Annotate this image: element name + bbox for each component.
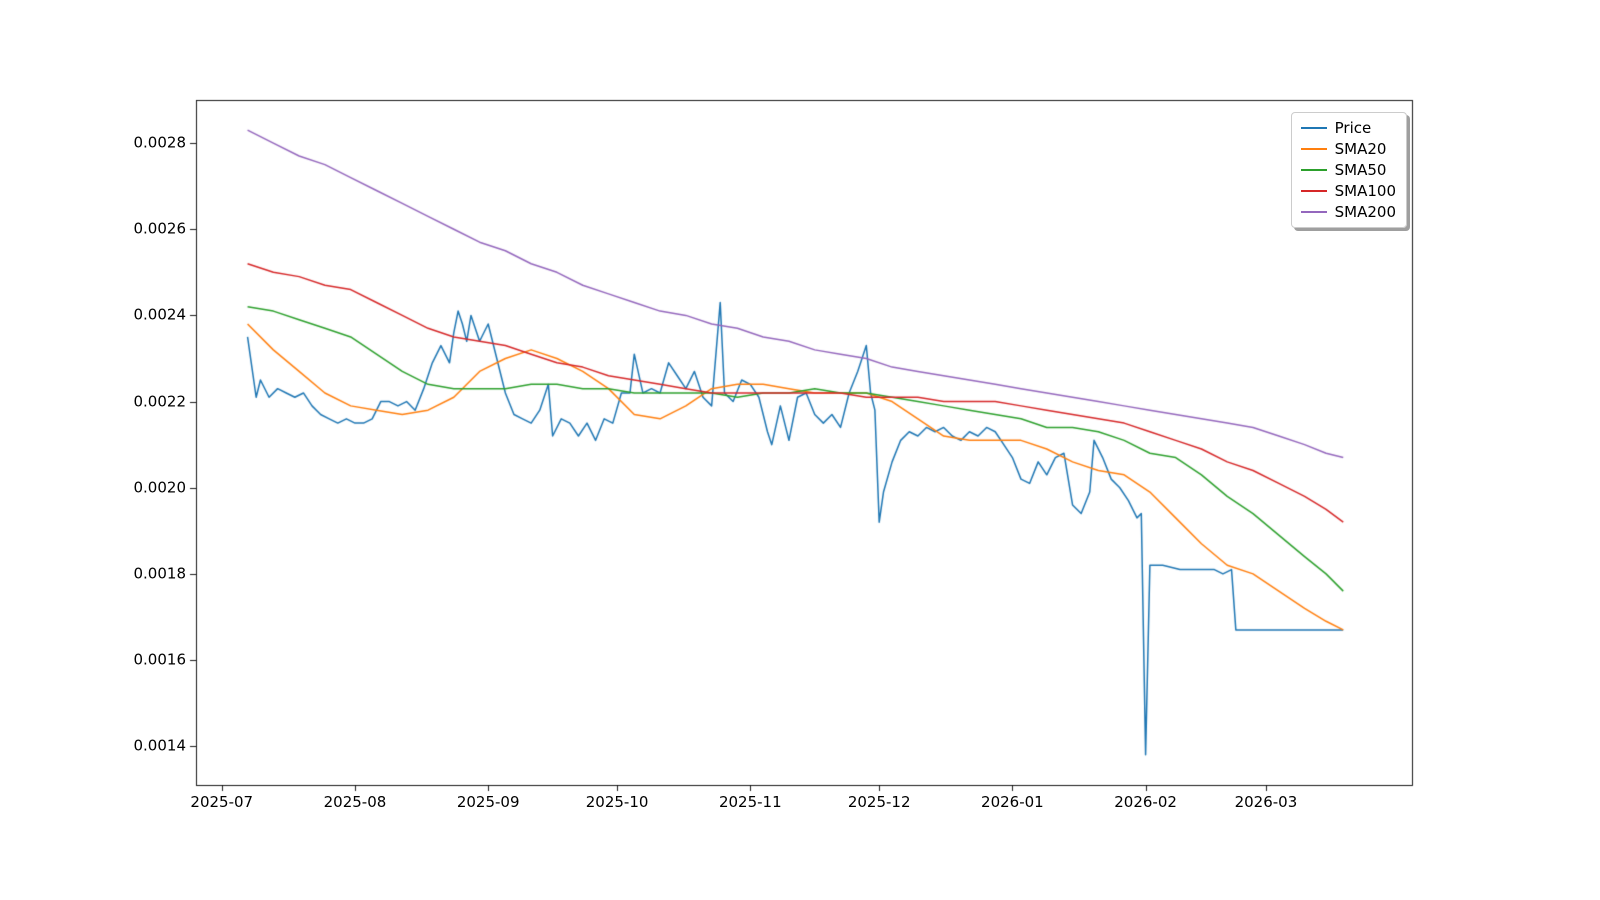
legend-item-sma20: SMA20: [1300, 139, 1396, 158]
y-tick-label: 0.0014: [133, 736, 187, 755]
legend-item-price: Price: [1300, 118, 1396, 137]
legend-label-sma200: SMA200: [1334, 202, 1396, 221]
y-tick-label: 0.0028: [133, 133, 187, 152]
x-tick-label: 2026-03: [1234, 793, 1298, 811]
x-tick-label: 2025-12: [847, 793, 911, 811]
legend-label-sma20: SMA20: [1334, 139, 1387, 158]
x-tick-label: 2025-11: [718, 793, 782, 811]
y-tick-label: 0.0026: [133, 219, 187, 238]
legend-line-sample-sma20: [1300, 148, 1327, 150]
legend-label-price: Price: [1334, 118, 1372, 137]
legend-item-sma200: SMA200: [1300, 202, 1396, 221]
legend-line-sample-price: [1300, 127, 1327, 129]
x-tick-label: 2026-02: [1114, 793, 1177, 811]
legend-item-sma50: SMA50: [1300, 160, 1396, 179]
legend-line-sample-sma200: [1300, 211, 1327, 213]
x-tick-label: 2025-07: [190, 793, 254, 811]
legend-line-sample-sma50: [1300, 169, 1327, 171]
x-tick-label: 2025-10: [585, 793, 649, 811]
y-tick-label: 0.0024: [133, 305, 187, 324]
legend-item-sma100: SMA100: [1300, 181, 1396, 200]
y-tick-label: 0.0020: [133, 478, 187, 497]
x-tick-label: 2026-01: [981, 793, 1044, 811]
legend-label-sma50: SMA50: [1334, 160, 1387, 179]
x-tick-label: 2025-09: [456, 793, 520, 811]
legend-line-sample-sma100: [1300, 190, 1327, 192]
x-tick-label: 2025-08: [323, 793, 387, 811]
legend-label-sma100: SMA100: [1334, 181, 1396, 200]
y-tick-label: 0.0016: [133, 650, 187, 669]
y-tick-label: 0.0022: [133, 392, 187, 411]
y-tick-label: 0.0018: [133, 564, 187, 583]
legend: Price SMA20 SMA50 SMA100 SMA200: [1290, 112, 1407, 228]
